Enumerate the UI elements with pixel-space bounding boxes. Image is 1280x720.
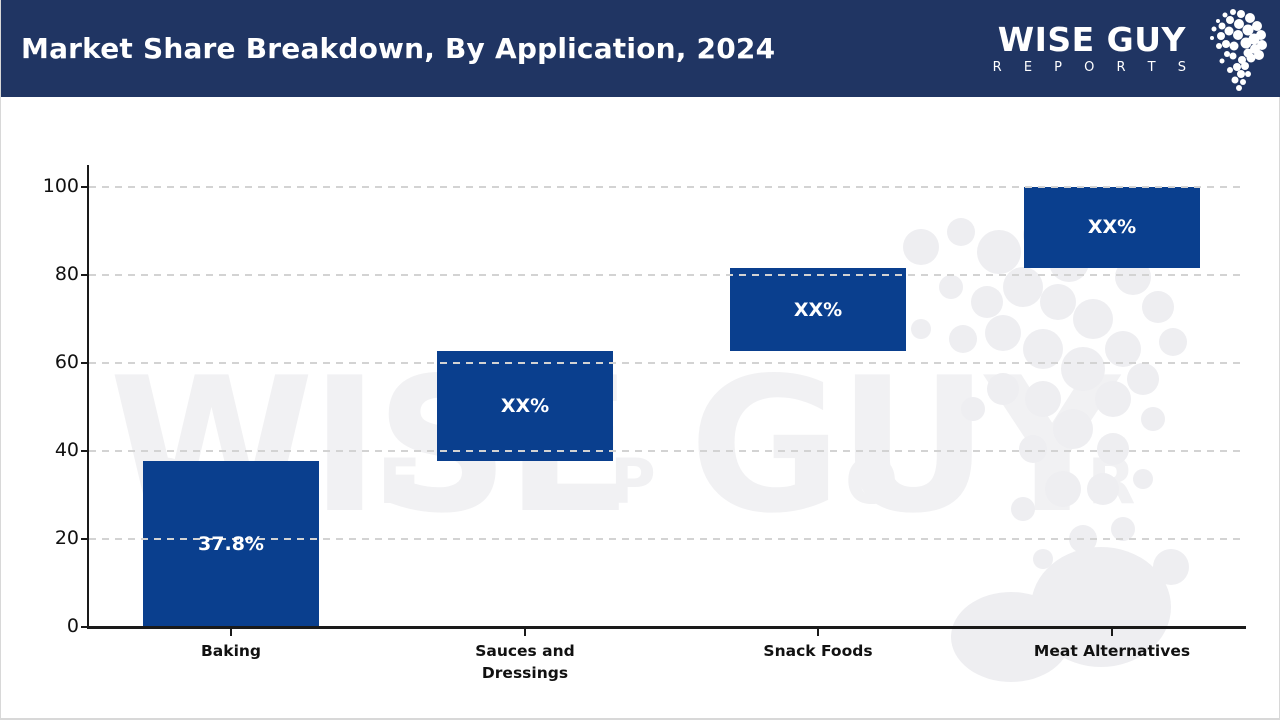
y-tick-label: 0 bbox=[66, 615, 79, 637]
x-tick-label: Meat Alternatives bbox=[1033, 642, 1191, 660]
brand-logo-text: WISE GUY R E P O R T S bbox=[989, 23, 1195, 74]
bar-baking bbox=[143, 460, 319, 627]
brand-name: WISE GUY bbox=[997, 20, 1186, 59]
brand-logo: WISE GUY R E P O R T S bbox=[989, 4, 1267, 94]
bar-meat-alternatives bbox=[1024, 187, 1200, 268]
bar-value-label: XX% bbox=[793, 298, 843, 321]
bar-sauces-and-dressings bbox=[437, 351, 613, 461]
x-tick-label: Snack Foods bbox=[763, 642, 873, 660]
y-tick-label: 80 bbox=[54, 263, 79, 285]
page-title: Market Share Breakdown, By Application, … bbox=[21, 32, 776, 65]
y-tick-label: 40 bbox=[54, 439, 79, 461]
brand-face-icon bbox=[1210, 8, 1267, 91]
x-tick-label: Baking bbox=[200, 642, 262, 660]
bar-value-label: XX% bbox=[1087, 216, 1137, 239]
brand-subtitle: R E P O R T S bbox=[992, 60, 1195, 75]
bar-value-label: 37.8% bbox=[198, 532, 264, 555]
x-tick-label: Sauces and Dressings bbox=[475, 642, 575, 682]
y-tick-label: 100 bbox=[42, 175, 79, 197]
y-tick-label: 20 bbox=[54, 527, 79, 549]
y-tick-label: 60 bbox=[54, 351, 79, 373]
header: Market Share Breakdown, By Application, … bbox=[1, 0, 1280, 97]
bar-snack-foods bbox=[730, 267, 906, 352]
bar-value-label: XX% bbox=[500, 394, 550, 417]
